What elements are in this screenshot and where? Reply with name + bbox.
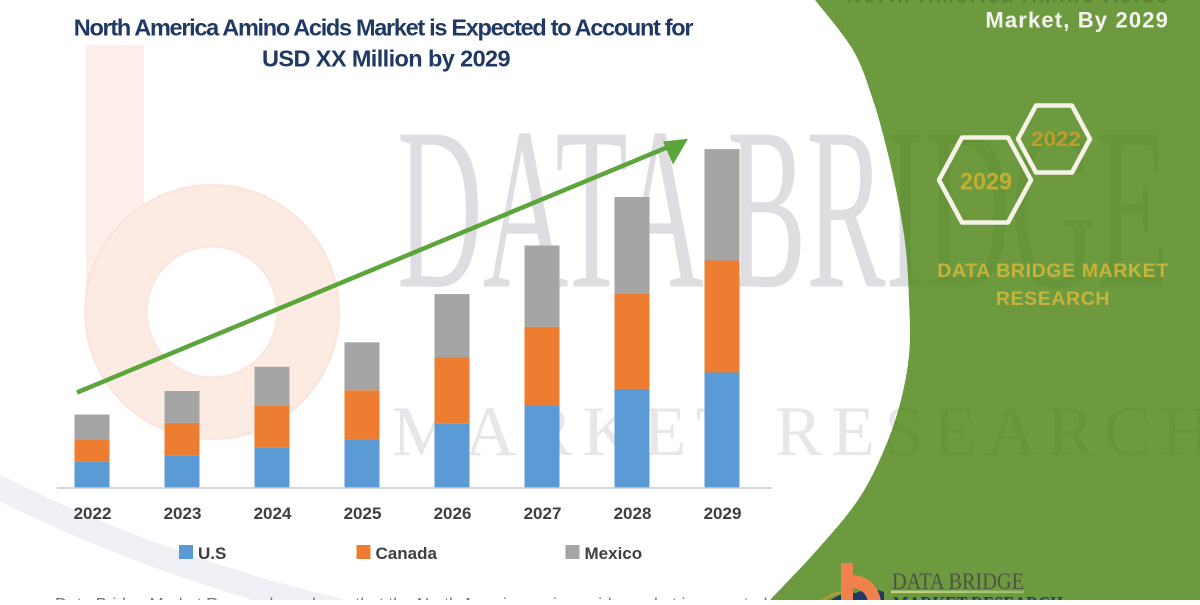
svg-text:Mexico: Mexico — [585, 544, 643, 563]
svg-text:2022: 2022 — [74, 504, 112, 523]
svg-text:DATA BRIDGE MARKET: DATA BRIDGE MARKET — [937, 260, 1168, 282]
svg-text:MARKET RESEARCH: MARKET RESEARCH — [893, 592, 1063, 601]
svg-text:2027: 2027 — [524, 504, 562, 523]
svg-text:Market, By 2029: Market, By 2029 — [985, 8, 1169, 33]
svg-text:North America Amino Acids: North America Amino Acids — [847, 0, 1170, 8]
svg-text:DATA BRIDGE: DATA BRIDGE — [892, 569, 1024, 594]
svg-text:2023: 2023 — [164, 504, 202, 523]
svg-text:2022: 2022 — [1031, 128, 1081, 151]
svg-text:2025: 2025 — [344, 504, 382, 523]
svg-text:Canada: Canada — [376, 544, 438, 563]
svg-text:2024: 2024 — [254, 504, 292, 523]
svg-text:U.S: U.S — [198, 544, 226, 563]
svg-text:2026: 2026 — [434, 504, 472, 523]
svg-text:North America Amino Acids Mark: North America Amino Acids Market is Expe… — [74, 15, 694, 41]
svg-text:USD XX Million by 2029: USD XX Million by 2029 — [262, 46, 511, 72]
svg-text:2029: 2029 — [704, 504, 742, 523]
svg-text:2028: 2028 — [614, 504, 652, 523]
svg-text:RESEARCH: RESEARCH — [996, 288, 1110, 310]
svg-text:2029: 2029 — [960, 169, 1012, 196]
